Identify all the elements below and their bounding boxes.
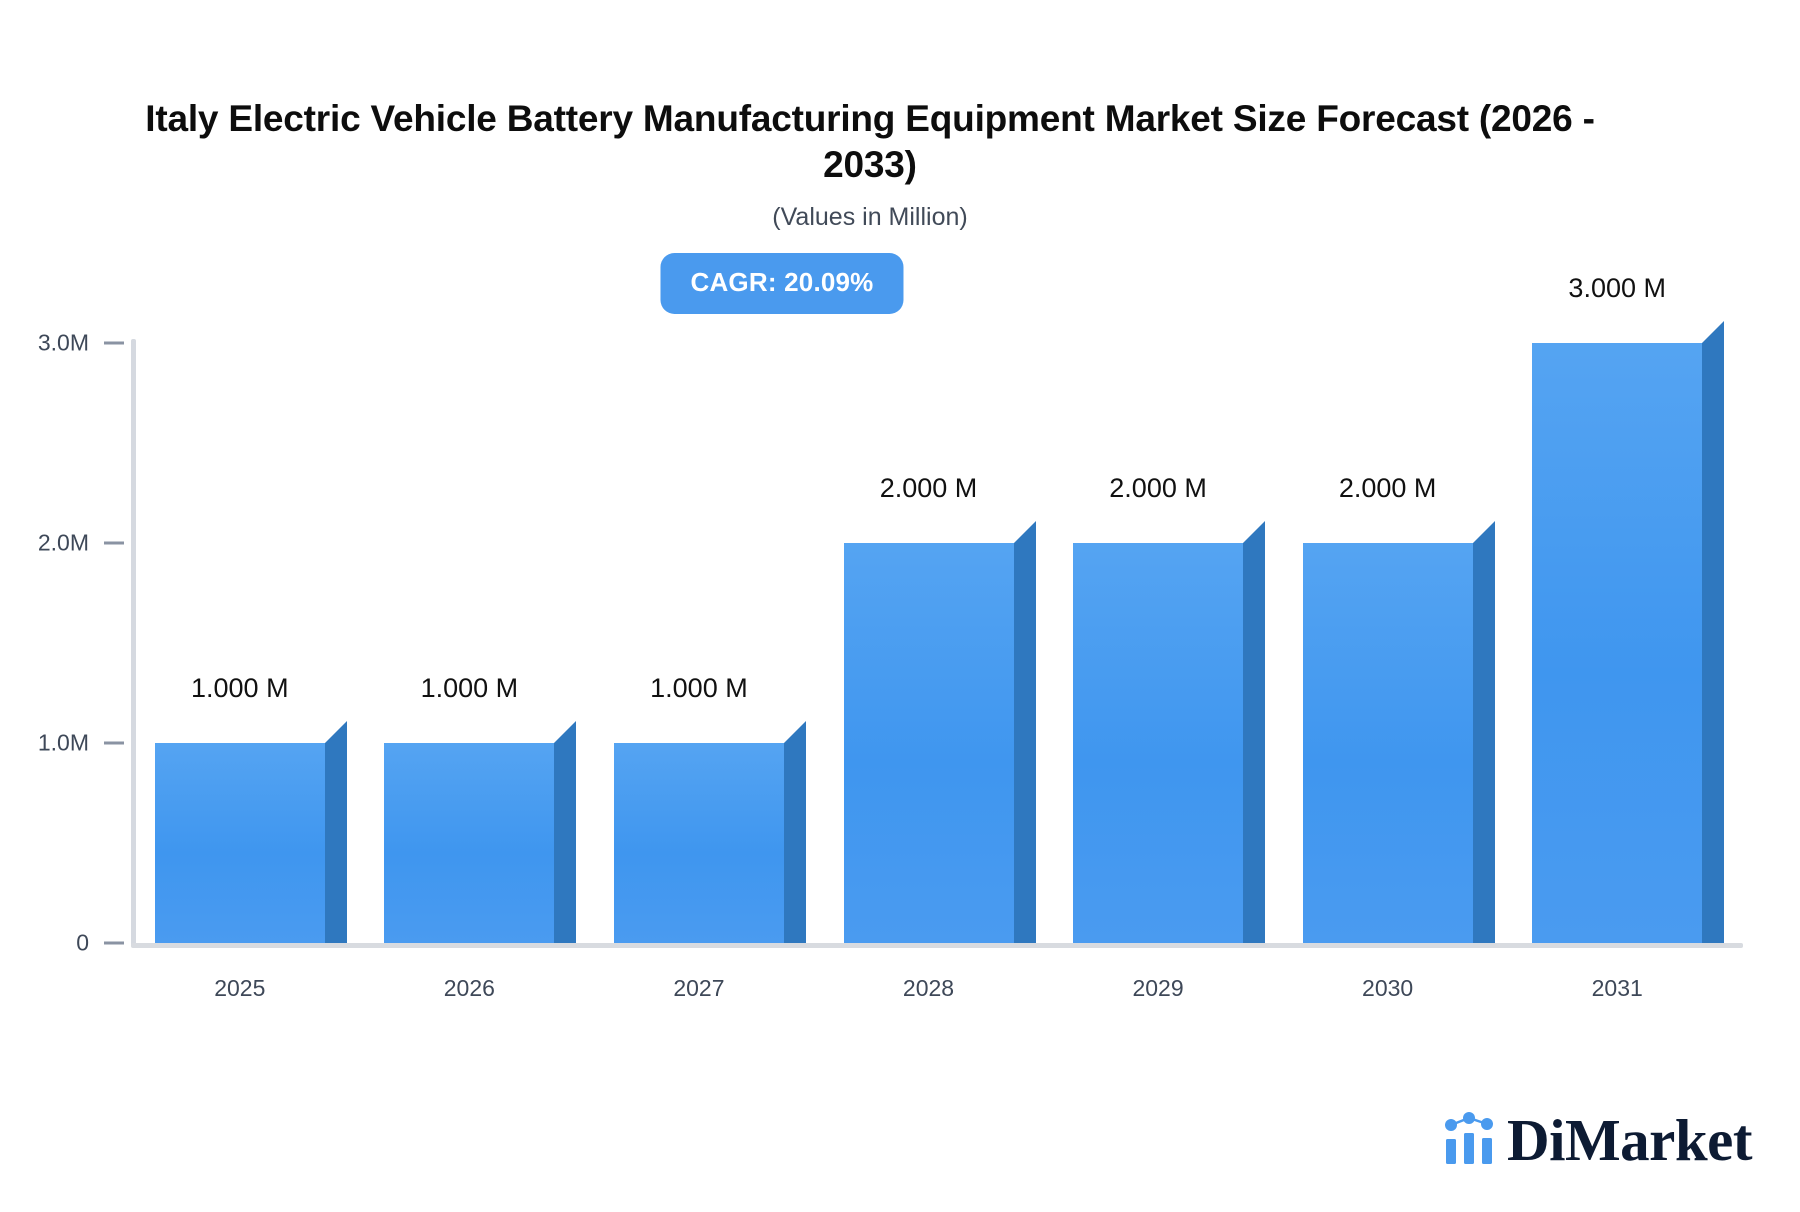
bar[interactable]	[613, 721, 806, 943]
bar-top-face	[324, 721, 347, 743]
bar[interactable]	[843, 521, 1036, 943]
x-axis-tick-label: 2030	[1362, 975, 1414, 1001]
bar-front-face	[1302, 543, 1473, 943]
bar-front-face	[613, 743, 784, 943]
bar-top-face	[1243, 521, 1266, 543]
x-axis-tick-label: 2027	[673, 975, 725, 1001]
bar-side-face	[1472, 543, 1495, 943]
bar-value-label: 2.000 M	[1338, 473, 1437, 503]
y-axis-tick-label: 0	[76, 929, 89, 956]
y-axis-tick-mark	[104, 541, 124, 545]
bar-side-face	[1702, 343, 1725, 943]
bar-front-face	[1532, 343, 1703, 943]
chart-subtitle: (Values in Million)	[772, 202, 968, 231]
bar-value-label: 2.000 M	[879, 473, 978, 503]
bar[interactable]	[154, 721, 347, 943]
bar-value-label: 1.000 M	[191, 673, 289, 703]
chart-header: Italy Electric Vehicle Battery Manufactu…	[110, 96, 1630, 232]
bar-side-face	[554, 743, 577, 943]
bar-top-face	[554, 721, 577, 743]
bar-side-face	[324, 743, 347, 943]
cagr-badge: CAGR: 20.09%	[660, 253, 904, 314]
y-axis-line	[131, 339, 136, 946]
bar-front-face	[154, 743, 325, 943]
bar-top-face	[1472, 521, 1495, 543]
bar-value-label: 3.000 M	[1568, 273, 1666, 303]
bar-top-face	[783, 721, 806, 743]
y-axis-tick-label: 3.0M	[37, 329, 89, 356]
bar[interactable]	[1073, 521, 1266, 943]
bar-chart-icon	[1443, 1111, 1495, 1170]
y-axis-tick-mark	[104, 741, 124, 745]
chart-title: Italy Electric Vehicle Battery Manufactu…	[145, 98, 1595, 186]
brand-logo: DiMarket	[1443, 1107, 1753, 1173]
bar-side-face	[783, 743, 806, 943]
y-axis-tick-mark	[104, 341, 124, 345]
bar-front-face	[843, 543, 1014, 943]
bar-value-label: 1.000 M	[420, 673, 519, 703]
x-axis-tick-label: 2025	[214, 975, 266, 1001]
bar-top-face	[1702, 321, 1725, 343]
y-axis-tick-label: 2.0M	[37, 529, 89, 556]
x-axis-tick-label: 2028	[902, 975, 955, 1001]
x-axis-line	[131, 943, 1743, 948]
bar[interactable]	[1302, 521, 1495, 943]
bar-value-label: 1.000 M	[650, 673, 748, 703]
bar[interactable]	[384, 721, 577, 943]
x-axis-tick-label: 2031	[1591, 975, 1643, 1001]
x-axis-tick-label: 2026	[443, 975, 495, 1001]
x-axis-tick-label: 2029	[1132, 975, 1184, 1001]
bar[interactable]	[1532, 321, 1725, 943]
logo-text: DiMarket	[1506, 1107, 1753, 1173]
bar-front-face	[384, 743, 555, 943]
bar-value-label: 2.000 M	[1109, 473, 1207, 503]
y-axis-tick-mark	[104, 941, 124, 945]
bar-side-face	[1013, 543, 1036, 943]
bar-side-face	[1243, 543, 1266, 943]
y-axis-tick-label: 1.0M	[37, 729, 89, 756]
bar-front-face	[1073, 543, 1244, 943]
bar-top-face	[1013, 521, 1036, 543]
